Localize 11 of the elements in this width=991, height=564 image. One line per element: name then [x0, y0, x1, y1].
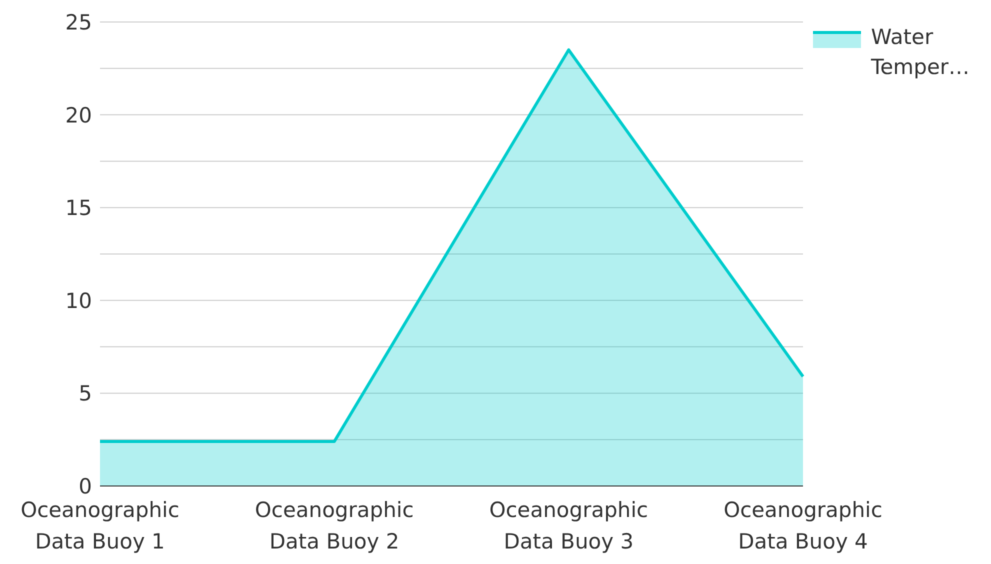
legend-label: Water Temper… [871, 24, 971, 81]
y-tick-label: 10 [65, 288, 92, 313]
y-tick-label: 15 [65, 196, 92, 220]
y-tick-label: 20 [65, 103, 92, 128]
y-tick-label: 0 [78, 474, 92, 498]
y-tick-label: 25 [65, 10, 92, 34]
y-tick-label: 5 [78, 382, 92, 406]
x-tick-label: Oceanographic Data Buoy 3 [489, 498, 648, 554]
x-tick-label: Oceanographic Data Buoy 1 [20, 498, 180, 554]
x-tick-label: Oceanographic Data Buoy 2 [254, 498, 414, 554]
x-tick-label: Oceanographic Data Buoy 4 [724, 498, 882, 554]
